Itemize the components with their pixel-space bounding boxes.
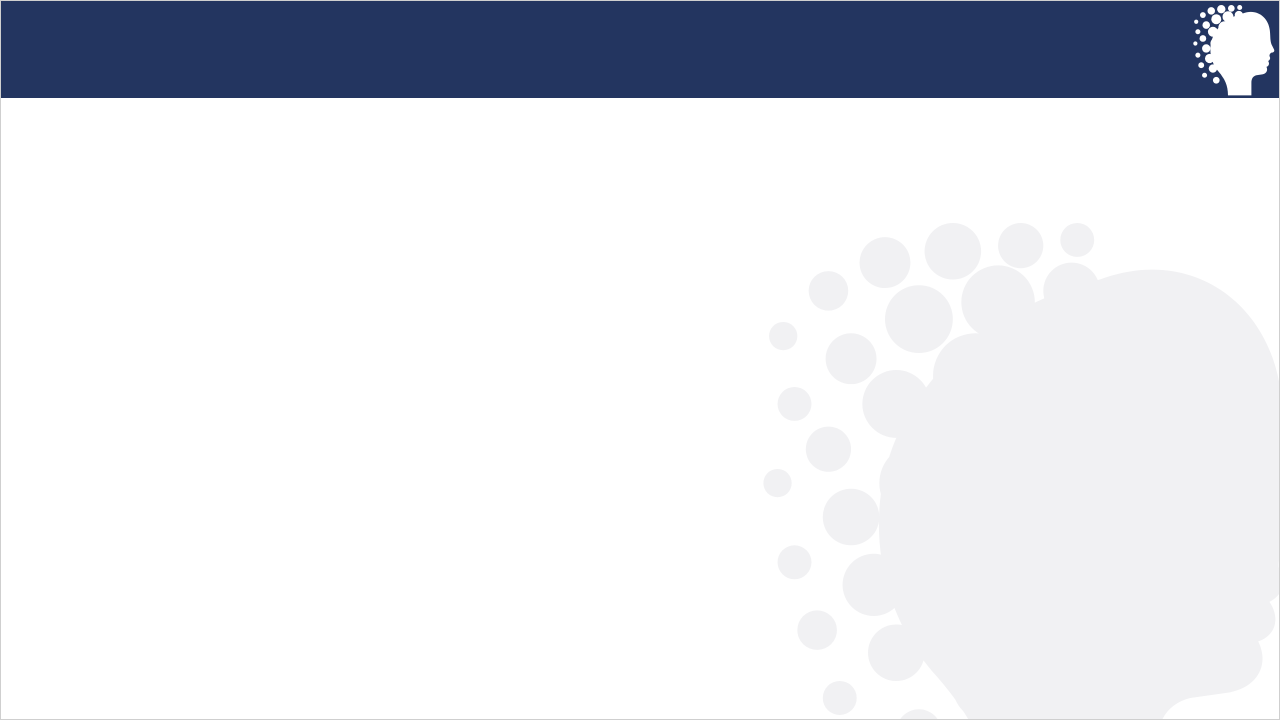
header-bar xyxy=(1,1,1279,98)
logo-text xyxy=(1197,51,1203,52)
wiseguy-logo xyxy=(1197,5,1277,97)
